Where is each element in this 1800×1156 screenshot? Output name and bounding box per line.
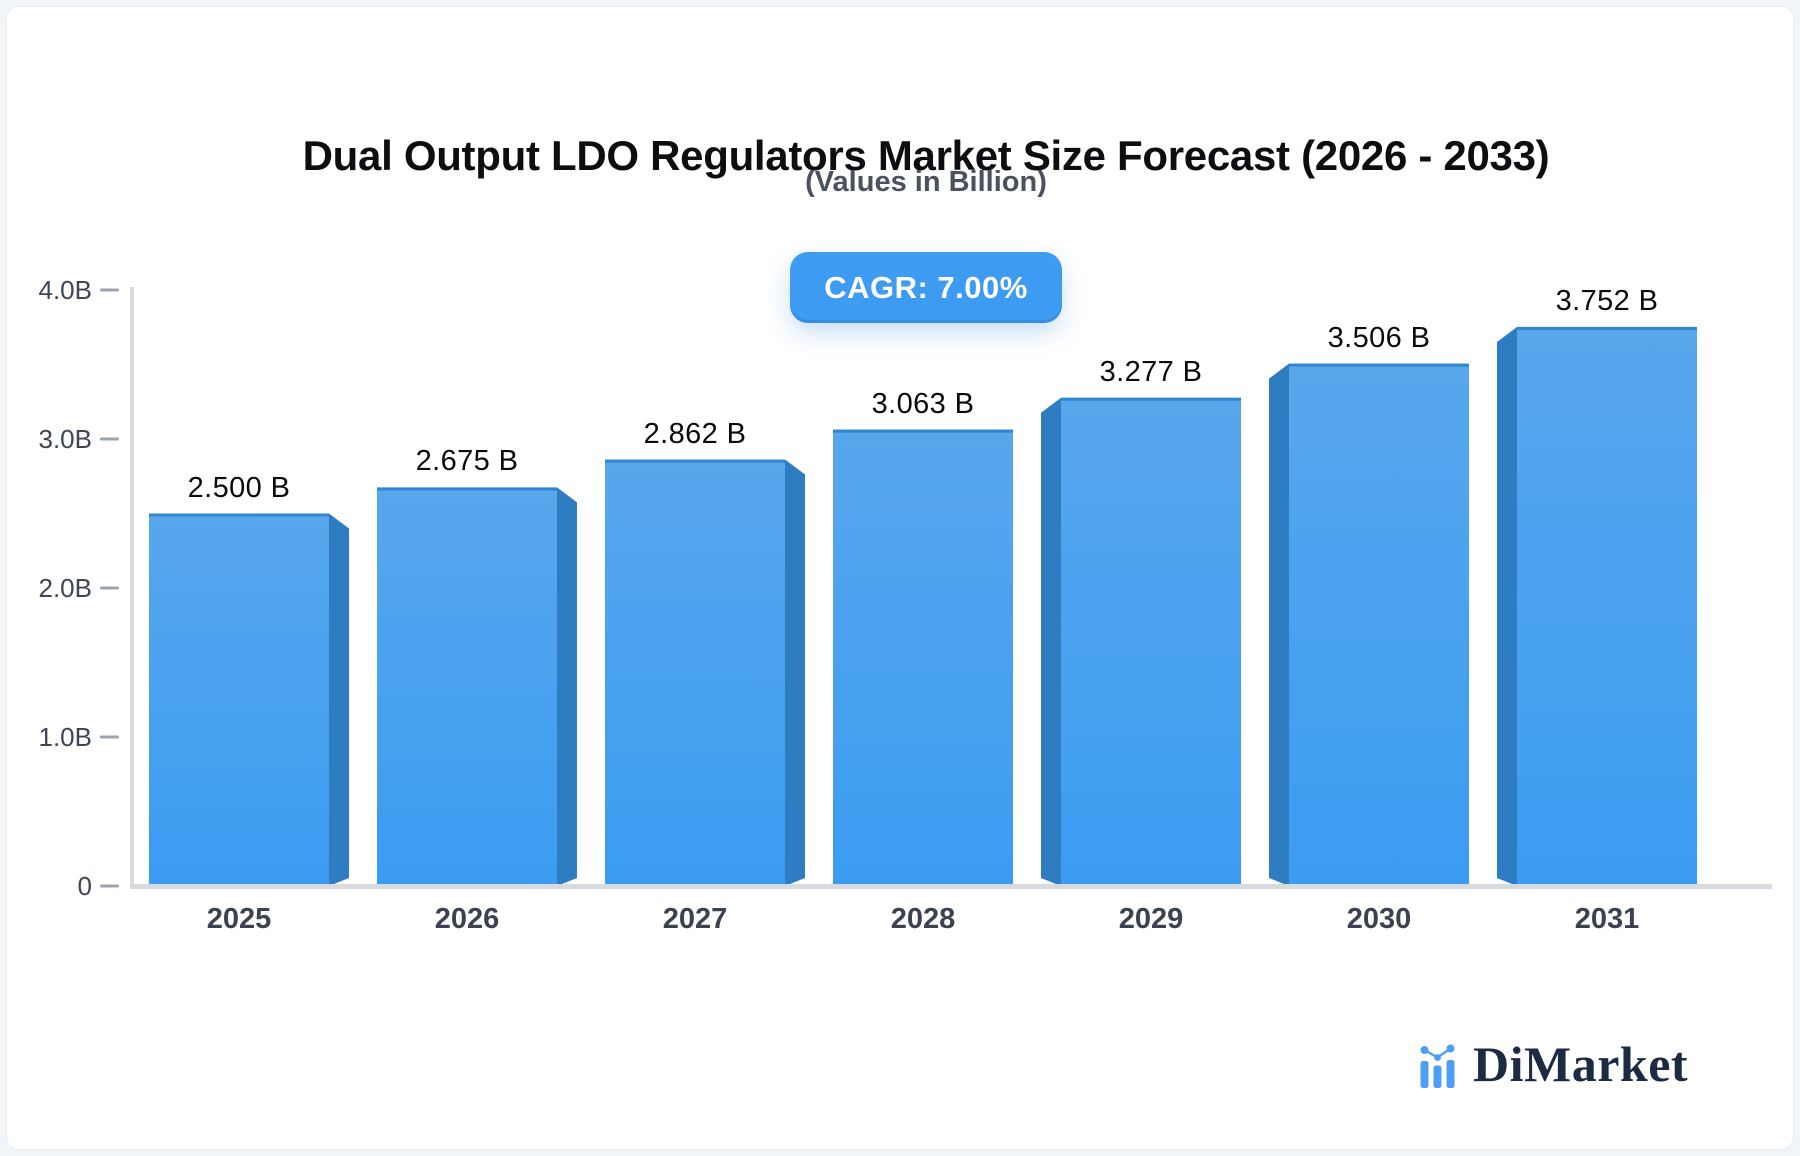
- bar-top-edge: [833, 429, 1013, 433]
- bar-front-face: [605, 459, 785, 886]
- bar-2029: [1041, 397, 1241, 886]
- bar-top-edge: [377, 487, 557, 491]
- bar-top-edge: [605, 459, 785, 463]
- bar-front-face: [377, 487, 557, 886]
- bar-side-face: [785, 459, 805, 886]
- bar-front-face: [1517, 326, 1697, 886]
- bar-top-edge: [1517, 326, 1697, 330]
- bar-front-face: [833, 429, 1013, 886]
- y-tick-2.0B: [100, 586, 119, 590]
- bar-2031: [1497, 326, 1697, 886]
- bar-2028: [833, 429, 1013, 886]
- bar-side-face: [1497, 326, 1517, 886]
- chart-title: Dual Output LDO Regulators Market Size F…: [302, 132, 1550, 180]
- y-tick-3.0B: [100, 437, 119, 441]
- bar-2025: [149, 513, 349, 886]
- bar-2030: [1269, 363, 1469, 887]
- bar-top-edge: [1061, 397, 1241, 401]
- dimarket-logo: DiMarket: [1420, 1036, 1689, 1092]
- logo-text: DiMarket: [1473, 1036, 1689, 1092]
- logo-bars-icon: [1420, 1044, 1455, 1088]
- cagr-badge-label: CAGR: 7.00%: [824, 269, 1028, 305]
- bar-side-face: [1041, 397, 1061, 886]
- chart-subtitle: (Values in Billion): [805, 166, 1047, 198]
- bar-front-face: [1061, 397, 1241, 886]
- bar-front-face: [1289, 363, 1469, 887]
- y-axis-line: [130, 287, 134, 889]
- y-tick-1.0B: [100, 735, 119, 739]
- cagr-badge: CAGR: 7.00%: [790, 252, 1062, 323]
- bar-side-face: [1269, 363, 1289, 887]
- y-tick-0: [100, 884, 119, 888]
- bar-side-face: [557, 487, 577, 886]
- bar-2027: [605, 459, 805, 886]
- bar-front-face: [149, 513, 329, 886]
- bar-top-edge: [149, 513, 329, 517]
- x-axis-line: [130, 884, 1772, 889]
- y-tick-4.0B: [100, 288, 119, 292]
- bar-side-face: [329, 513, 349, 886]
- bar-top-edge: [1289, 363, 1469, 367]
- bar-2026: [377, 487, 577, 886]
